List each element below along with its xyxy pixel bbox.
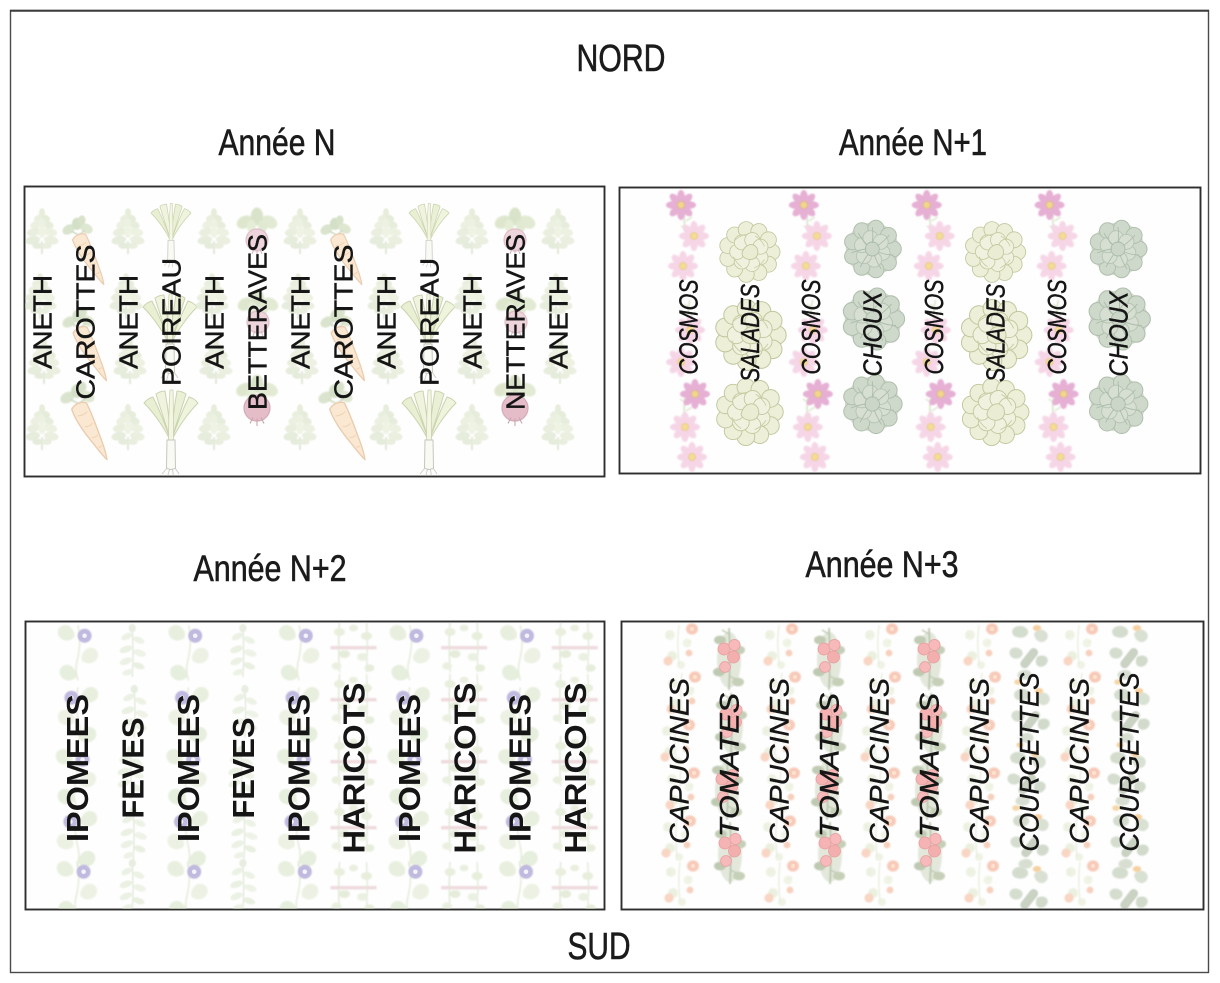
svg-text:TOMATES: TOMATES: [715, 693, 745, 837]
svg-text:ANETH: ANETH: [543, 275, 573, 369]
svg-text:HARICOTS: HARICOTS: [447, 683, 482, 854]
svg-text:CAROTTES: CAROTTES: [328, 245, 358, 400]
svg-text:HARICOTS: HARICOTS: [558, 683, 593, 854]
svg-text:COSMOS: COSMOS: [796, 279, 826, 375]
svg-text:CAPUCINES: CAPUCINES: [765, 678, 795, 844]
svg-text:FEVES: FEVES: [115, 718, 150, 819]
svg-text:CAROTTES: CAROTTES: [70, 245, 100, 400]
svg-text:CHOUX: CHOUX: [858, 290, 888, 376]
svg-text:COURGETTES: COURGETTES: [1015, 673, 1045, 852]
svg-text:CAPUCINES: CAPUCINES: [965, 678, 995, 844]
svg-text:HARICOTS: HARICOTS: [337, 683, 372, 854]
svg-text:POIREAU: POIREAU: [414, 258, 444, 386]
svg-text:IPOMEES: IPOMEES: [392, 694, 427, 842]
svg-text:Année N+1: Année N+1: [839, 122, 987, 163]
svg-text:SALADES: SALADES: [735, 283, 765, 382]
svg-text:FEVES: FEVES: [226, 718, 261, 819]
svg-text:Année N+2: Année N+2: [194, 548, 347, 589]
svg-text:ANETH: ANETH: [27, 275, 57, 369]
svg-text:COSMOS: COSMOS: [1042, 279, 1072, 375]
svg-text:CAPUCINES: CAPUCINES: [665, 678, 695, 844]
svg-text:TOMATES: TOMATES: [815, 693, 845, 837]
svg-text:ANETH: ANETH: [285, 275, 315, 369]
svg-text:CAPUCINES: CAPUCINES: [865, 678, 895, 844]
svg-text:SALADES: SALADES: [981, 283, 1011, 382]
svg-text:COURGETTES: COURGETTES: [1115, 673, 1145, 852]
svg-text:TOMATES: TOMATES: [915, 693, 945, 837]
svg-text:SUD: SUD: [568, 926, 631, 968]
svg-text:Année N+3: Année N+3: [806, 544, 959, 585]
svg-text:COSMOS: COSMOS: [919, 279, 949, 375]
svg-text:NETTERAVES: NETTERAVES: [500, 234, 530, 410]
svg-text:IPOMEES: IPOMEES: [60, 694, 95, 842]
svg-text:ANETH: ANETH: [199, 275, 229, 369]
svg-text:NORD: NORD: [577, 38, 666, 80]
svg-text:IPOMEES: IPOMEES: [171, 694, 206, 842]
svg-text:ANETH: ANETH: [457, 275, 487, 369]
svg-text:BETTERAVES: BETTERAVES: [242, 234, 272, 410]
svg-text:IPOMEES: IPOMEES: [503, 694, 538, 842]
svg-text:ANETH: ANETH: [371, 275, 401, 369]
svg-text:CHOUX: CHOUX: [1103, 290, 1133, 376]
svg-text:POIREAU: POIREAU: [156, 258, 186, 386]
svg-text:CAPUCINES: CAPUCINES: [1065, 678, 1095, 844]
svg-text:COSMOS: COSMOS: [673, 279, 703, 375]
svg-text:Année N: Année N: [219, 122, 336, 163]
svg-text:IPOMEES: IPOMEES: [281, 694, 316, 842]
svg-text:ANETH: ANETH: [113, 275, 143, 369]
